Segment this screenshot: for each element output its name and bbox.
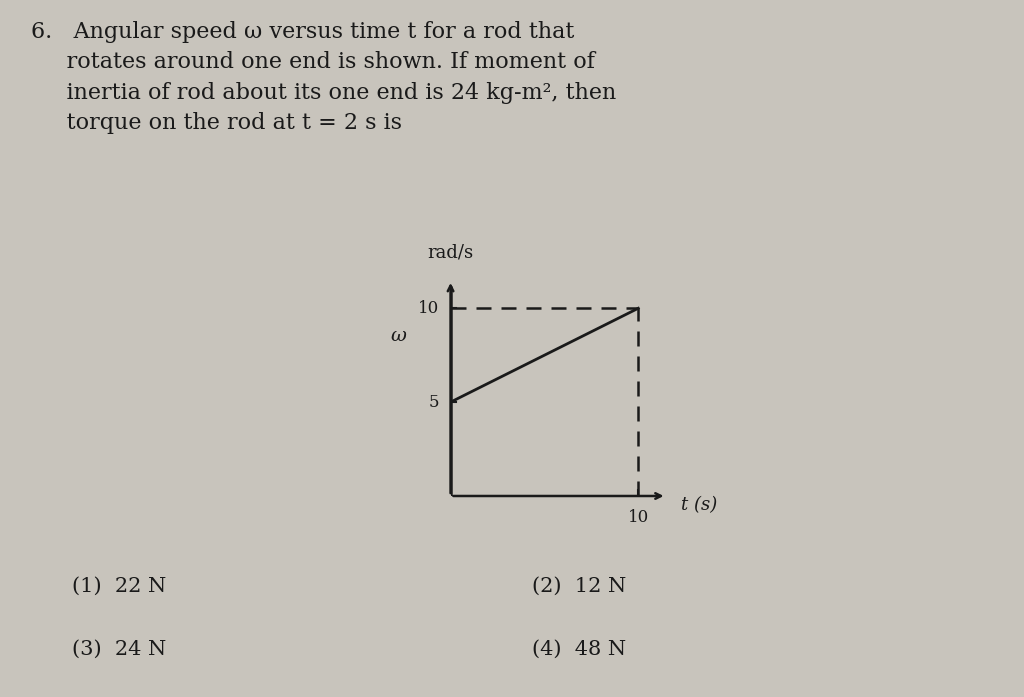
Text: 10: 10 — [418, 300, 439, 316]
Text: ω: ω — [390, 328, 406, 346]
Text: 10: 10 — [628, 509, 649, 526]
Text: 6.   Angular speed ω versus time t for a rod that
     rotates around one end is: 6. Angular speed ω versus time t for a r… — [31, 21, 616, 135]
Text: (2)  12 N: (2) 12 N — [532, 577, 627, 596]
Text: (4)  48 N: (4) 48 N — [532, 640, 627, 659]
Text: 5: 5 — [429, 394, 439, 411]
Text: rad/s: rad/s — [427, 243, 474, 261]
Text: (3)  24 N: (3) 24 N — [72, 640, 166, 659]
Text: t (s): t (s) — [682, 496, 718, 514]
Text: (1)  22 N: (1) 22 N — [72, 577, 166, 596]
